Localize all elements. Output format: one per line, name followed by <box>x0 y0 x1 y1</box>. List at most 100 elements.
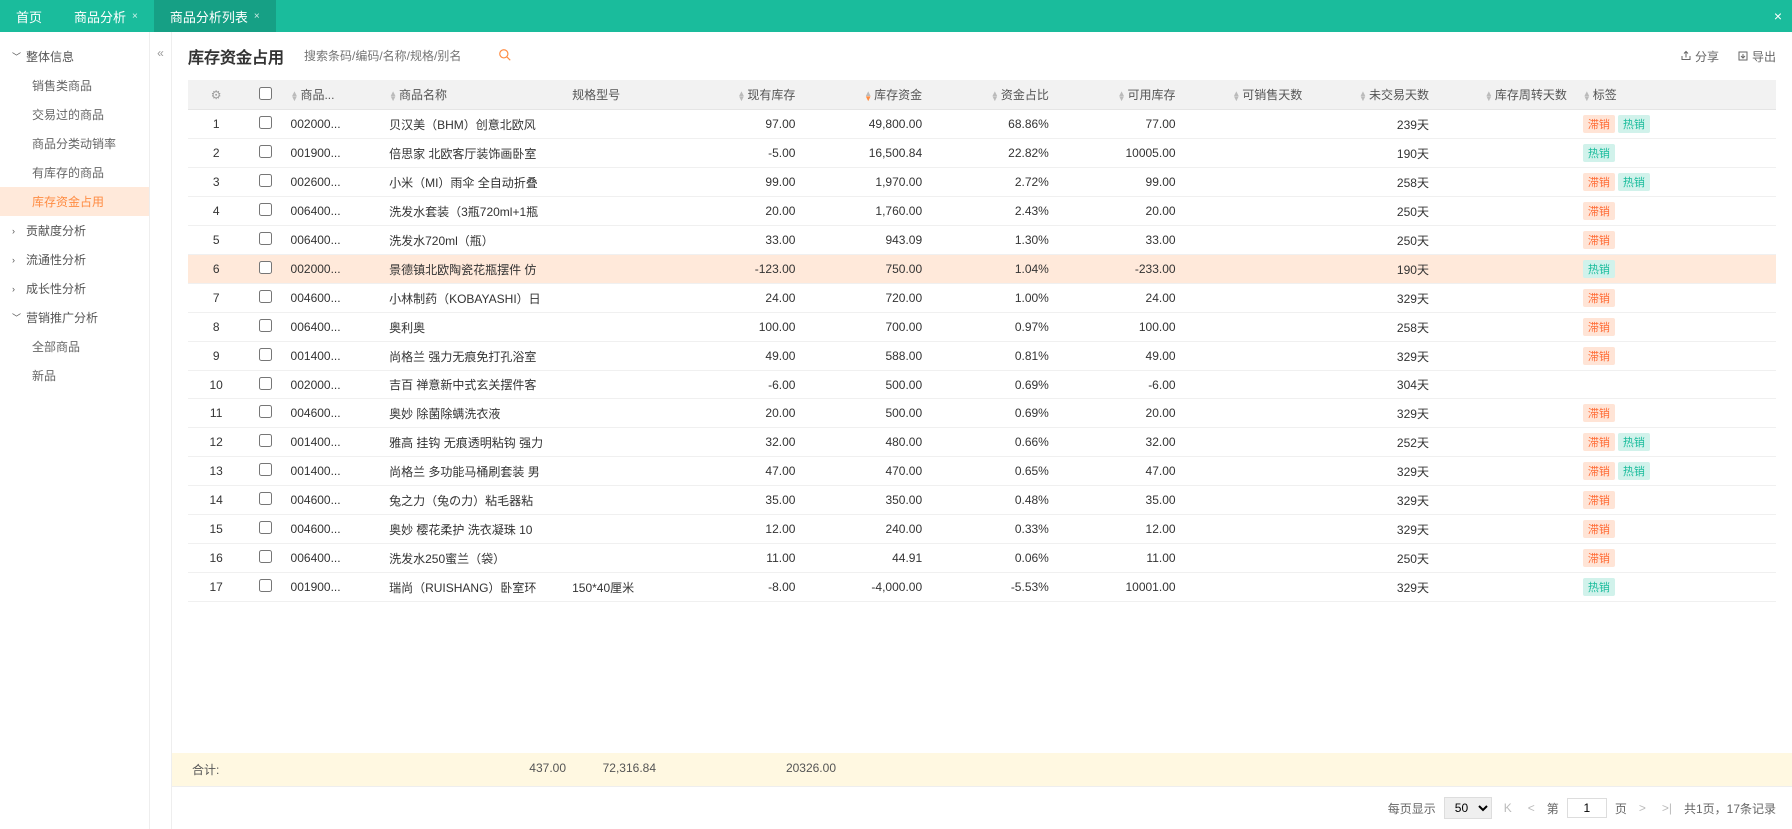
sidebar-group[interactable]: ﹀营销推广分析 <box>0 303 149 332</box>
column-saledays[interactable]: ▲▼可销售天数 <box>1188 80 1315 110</box>
tag-slow: 滞销 <box>1583 115 1615 133</box>
table-row[interactable]: 14004600...兔之力（兔の力）粘毛器粘35.00350.000.48%3… <box>188 486 1776 515</box>
tab-close-icon[interactable]: × <box>132 11 138 22</box>
sidebar-group[interactable]: ﹀整体信息 <box>0 42 149 71</box>
cell-turnover <box>1441 168 1579 197</box>
sidebar-item[interactable]: 库存资金占用 <box>0 187 149 216</box>
column-code[interactable]: ▲▼商品... <box>287 80 386 110</box>
cell-index: 5 <box>188 226 244 255</box>
cell-checkbox[interactable] <box>244 168 286 197</box>
cell-checkbox[interactable] <box>244 573 286 602</box>
cell-fund: 480.00 <box>807 428 934 457</box>
chevron-right-icon: › <box>12 255 22 265</box>
tab[interactable]: 首页 <box>0 0 58 32</box>
page-next-button[interactable]: > <box>1635 801 1650 815</box>
table-row[interactable]: 1002000...贝汉美（BHM）创意北欧风97.0049,800.0068.… <box>188 110 1776 139</box>
cell-stock: 99.00 <box>681 168 808 197</box>
table-row[interactable]: 4006400...洗发水套装（3瓶720ml+1瓶20.001,760.002… <box>188 197 1776 226</box>
column-checkbox-all[interactable] <box>244 80 286 110</box>
cell-checkbox[interactable] <box>244 399 286 428</box>
cell-checkbox[interactable] <box>244 515 286 544</box>
table-row[interactable]: 7004600...小林制药（KOBAYASHI）日24.00720.001.0… <box>188 284 1776 313</box>
cell-checkbox[interactable] <box>244 457 286 486</box>
sidebar-item[interactable]: 商品分类动销率 <box>0 129 149 158</box>
page-summary: 共1页，17条记录 <box>1684 800 1776 817</box>
cell-pct: 0.97% <box>934 313 1061 342</box>
search-input[interactable] <box>298 45 498 67</box>
table-row[interactable]: 15004600...奥妙 樱花柔护 洗衣凝珠 1012.00240.000.3… <box>188 515 1776 544</box>
column-notrade[interactable]: ▲▼未交易天数 <box>1314 80 1441 110</box>
column-avail[interactable]: ▲▼可用库存 <box>1061 80 1188 110</box>
sidebar-collapse-button[interactable]: « <box>150 32 172 829</box>
table-row[interactable]: 6002000...景德镇北欧陶瓷花瓶摆件 仿-123.00750.001.04… <box>188 255 1776 284</box>
sidebar-group[interactable]: ›贡献度分析 <box>0 216 149 245</box>
table-row[interactable]: 2001900...倍思家 北欧客厅装饰画卧室-5.0016,500.8422.… <box>188 139 1776 168</box>
tag-slow: 滞销 <box>1583 173 1615 191</box>
cell-stock: 35.00 <box>681 486 808 515</box>
cell-code: 002600... <box>287 168 386 197</box>
table-row[interactable]: 5006400...洗发水720ml（瓶）33.00943.091.30%33.… <box>188 226 1776 255</box>
column-name[interactable]: ▲▼商品名称 <box>385 80 568 110</box>
cell-code: 001900... <box>287 139 386 168</box>
column-stock[interactable]: ▲▼现有库存 <box>681 80 808 110</box>
sidebar-item[interactable]: 销售类商品 <box>0 71 149 100</box>
sidebar-group[interactable]: ›成长性分析 <box>0 274 149 303</box>
table-row[interactable]: 12001400...雅高 挂钩 无痕透明粘钩 强力32.00480.000.6… <box>188 428 1776 457</box>
cell-checkbox[interactable] <box>244 313 286 342</box>
table-row[interactable]: 13001400...尚格兰 多功能马桶刷套装 男47.00470.000.65… <box>188 457 1776 486</box>
column-tag[interactable]: ▲▼标签 <box>1579 80 1776 110</box>
page-input[interactable] <box>1567 798 1607 818</box>
sidebar-item[interactable]: 全部商品 <box>0 332 149 361</box>
share-button[interactable]: 分享 <box>1680 48 1719 65</box>
cell-fund: 720.00 <box>807 284 934 313</box>
cell-tags: 滞销 <box>1579 544 1776 573</box>
search-icon[interactable] <box>498 48 512 65</box>
column-spec[interactable]: 规格型号 <box>568 80 681 110</box>
sidebar-item[interactable]: 交易过的商品 <box>0 100 149 129</box>
cell-spec <box>568 284 681 313</box>
column-settings[interactable]: ⚙ <box>188 80 244 110</box>
cell-code: 006400... <box>287 313 386 342</box>
table-row[interactable]: 8006400...奥利奥100.00700.000.97%100.00258天… <box>188 313 1776 342</box>
cell-avail: 47.00 <box>1061 457 1188 486</box>
cell-checkbox[interactable] <box>244 544 286 573</box>
cell-tags: 滞销 <box>1579 197 1776 226</box>
page-last-button[interactable]: >| <box>1658 801 1676 815</box>
sidebar-item[interactable]: 有库存的商品 <box>0 158 149 187</box>
cell-checkbox[interactable] <box>244 110 286 139</box>
cell-checkbox[interactable] <box>244 139 286 168</box>
cell-checkbox[interactable] <box>244 255 286 284</box>
sidebar-group[interactable]: ›流通性分析 <box>0 245 149 274</box>
table-row[interactable]: 3002600...小米（MI）雨伞 全自动折叠99.001,970.002.7… <box>188 168 1776 197</box>
cell-code: 004600... <box>287 515 386 544</box>
export-button[interactable]: 导出 <box>1737 48 1776 65</box>
cell-checkbox[interactable] <box>244 284 286 313</box>
cell-checkbox[interactable] <box>244 486 286 515</box>
table-row[interactable]: 16006400...洗发水250蜜兰（袋）11.0044.910.06%11.… <box>188 544 1776 573</box>
column-pct[interactable]: ▲▼资金占比 <box>934 80 1061 110</box>
table-row[interactable]: 9001400...尚格兰 强力无痕免打孔浴室49.00588.000.81%4… <box>188 342 1776 371</box>
cell-checkbox[interactable] <box>244 428 286 457</box>
cell-turnover <box>1441 313 1579 342</box>
chevron-down-icon: ﹀ <box>12 50 22 63</box>
per-page-select[interactable]: 50 <box>1444 797 1492 819</box>
tab[interactable]: 商品分析× <box>58 0 154 32</box>
tag-slow: 滞销 <box>1583 462 1615 480</box>
cell-name: 贝汉美（BHM）创意北欧风 <box>385 110 568 139</box>
cell-checkbox[interactable] <box>244 197 286 226</box>
table-row[interactable]: 10002000...吉百 禅意新中式玄关摆件客-6.00500.000.69%… <box>188 371 1776 399</box>
tab-close-icon[interactable]: × <box>254 11 260 22</box>
cell-checkbox[interactable] <box>244 226 286 255</box>
column-turnover[interactable]: ▲▼库存周转天数 <box>1441 80 1579 110</box>
tab[interactable]: 商品分析列表× <box>154 0 276 32</box>
sidebar-item[interactable]: 新品 <box>0 361 149 390</box>
table-row[interactable]: 11004600...奥妙 除菌除螨洗衣液20.00500.000.69%20.… <box>188 399 1776 428</box>
column-fund[interactable]: ▲▼库存资金 <box>807 80 934 110</box>
page-first-button[interactable]: K <box>1500 801 1516 815</box>
cell-checkbox[interactable] <box>244 371 286 399</box>
page-prev-button[interactable]: < <box>1524 801 1539 815</box>
close-all-icon[interactable]: × <box>1774 0 1782 32</box>
cell-checkbox[interactable] <box>244 342 286 371</box>
table-row[interactable]: 17001900...瑞尚（RUISHANG）卧室环150*40厘米-8.00-… <box>188 573 1776 602</box>
cell-name: 尚格兰 强力无痕免打孔浴室 <box>385 342 568 371</box>
